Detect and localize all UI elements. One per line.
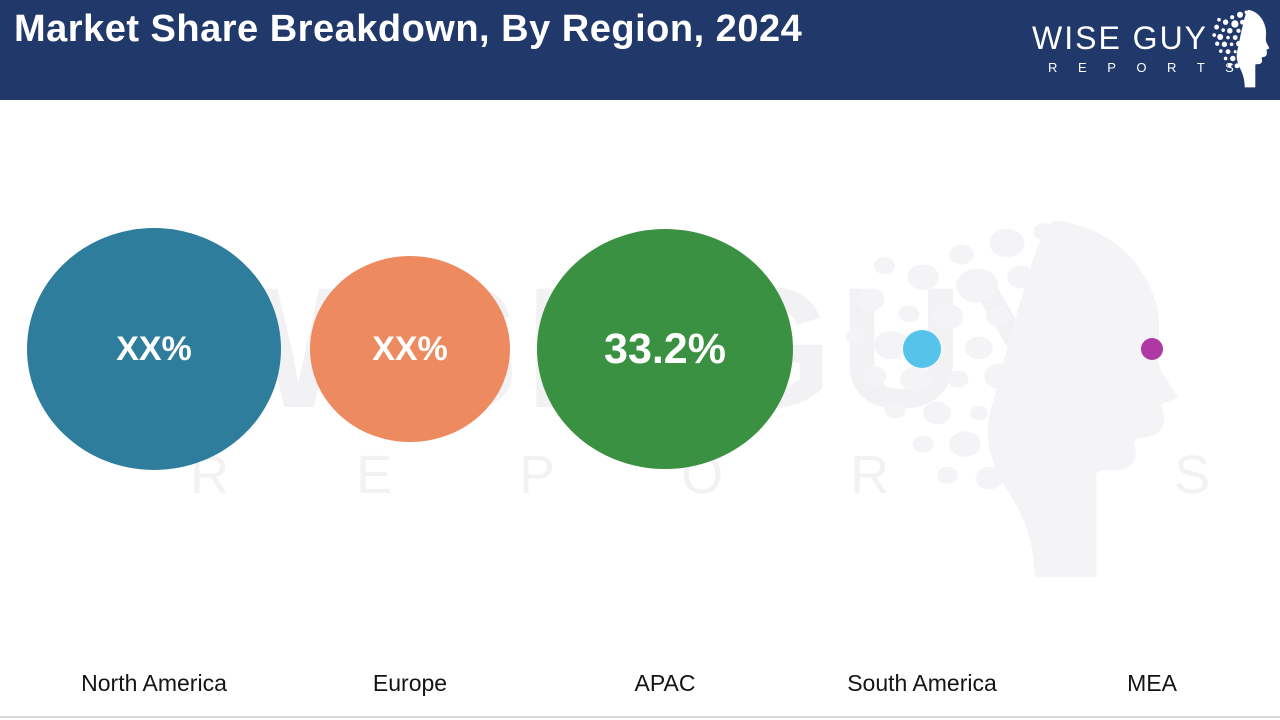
head-silhouette-icon — [1212, 9, 1270, 88]
bubble-apac: 33.2% — [537, 229, 793, 469]
watermark-head-icon — [846, 220, 1179, 578]
logo-subtitle: R E P O R T S — [1048, 60, 1243, 75]
logo-wordmark: WISE GUY — [1032, 20, 1209, 56]
category-label-europe: Europe — [372, 670, 448, 696]
bubble-value-label: XX% — [116, 329, 192, 368]
wise-guy-logo: WISE GUY R E P O R T S — [1010, 4, 1270, 96]
category-label-mea: MEA — [1127, 670, 1177, 696]
bubble-europe: XX% — [310, 256, 510, 442]
bubble-south-america — [903, 330, 941, 368]
bubble-value-label: 33.2% — [604, 324, 726, 373]
category-label-north-america: North America — [81, 670, 227, 696]
bubble-mea — [1141, 338, 1163, 360]
page-title: Market Share Breakdown, By Region, 2024 — [14, 8, 803, 50]
category-label-south-america: South America — [847, 670, 997, 696]
header-bar: Market Share Breakdown, By Region, 2024 … — [0, 0, 1280, 100]
bubble-north-america: XX% — [27, 228, 281, 470]
category-label-apac: APAC — [634, 670, 696, 696]
bubble-value-label: XX% — [372, 329, 448, 368]
bottom-divider — [0, 716, 1280, 718]
